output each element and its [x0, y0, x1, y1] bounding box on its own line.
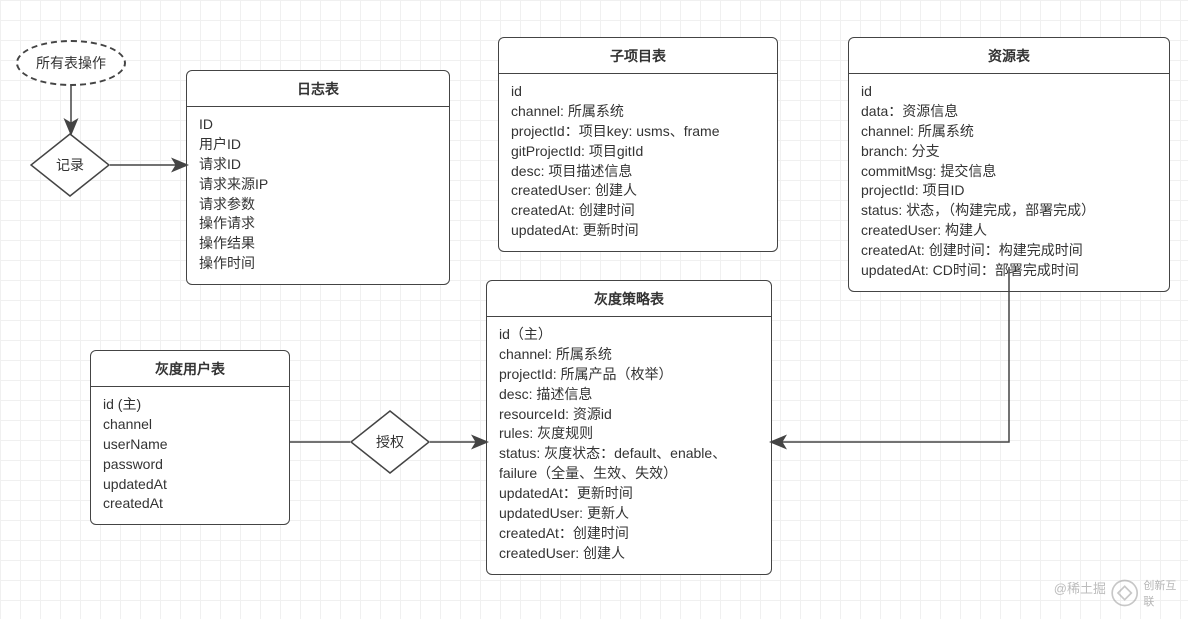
entity-title: 资源表	[849, 38, 1169, 74]
field: createdAt	[103, 494, 277, 514]
field: channel	[103, 415, 277, 435]
field: commitMsg: 提交信息	[861, 162, 1157, 182]
field: updatedAt: 更新时间	[511, 221, 765, 241]
field: createdUser: 创建人	[511, 181, 765, 201]
field: updatedAt: CD时间：部署完成时间	[861, 261, 1157, 281]
field: createdAt: 创建时间	[511, 201, 765, 221]
edge-resource-graypolicy	[772, 267, 1009, 442]
entity-gray-user-table: 灰度用户表 id (主) channel userName password u…	[90, 350, 290, 525]
field: status: 状态，（构建完成，部署完成）	[861, 201, 1157, 221]
field: id	[861, 82, 1157, 102]
entity-title: 日志表	[187, 71, 449, 107]
field: id（主）	[499, 325, 759, 345]
field: channel: 所属系统	[861, 122, 1157, 142]
field: status: 灰度状态：default、enable、	[499, 444, 759, 464]
node-label: 所有表操作	[36, 53, 106, 73]
entity-fields: id（主） channel: 所属系统 projectId: 所属产品（枚举） …	[487, 317, 771, 574]
field: 请求来源IP	[199, 175, 437, 195]
entity-fields: id channel: 所属系统 projectId：项目key: usms、f…	[499, 74, 777, 251]
watermark-logo-icon: 创新互联	[1108, 573, 1182, 613]
entity-sub-project-table: 子项目表 id channel: 所属系统 projectId：项目key: u…	[498, 37, 778, 252]
field: createdUser: 创建人	[499, 544, 759, 564]
field: 操作结果	[199, 234, 437, 254]
field: desc: 项目描述信息	[511, 162, 765, 182]
entity-log-table: 日志表 ID 用户ID 请求ID 请求来源IP 请求参数 操作请求 操作结果 操…	[186, 70, 450, 285]
field: projectId：项目key: usms、frame	[511, 122, 765, 142]
node-label: 记录	[56, 155, 84, 175]
node-all-tables-op: 所有表操作	[16, 40, 126, 86]
entity-fields: id data：资源信息 channel: 所属系统 branch: 分支 co…	[849, 74, 1169, 291]
entity-title: 子项目表	[499, 38, 777, 74]
entity-fields: ID 用户ID 请求ID 请求来源IP 请求参数 操作请求 操作结果 操作时间	[187, 107, 449, 284]
field: ID	[199, 115, 437, 135]
field: id (主)	[103, 395, 277, 415]
field: resourceId: 资源id	[499, 405, 759, 425]
field: projectId: 项目ID	[861, 181, 1157, 201]
field: channel: 所属系统	[511, 102, 765, 122]
field: createdAt：创建时间	[499, 524, 759, 544]
field: updatedAt	[103, 475, 277, 495]
watermark-text: @稀土掘	[1054, 578, 1106, 597]
field: password	[103, 455, 277, 475]
field: desc: 描述信息	[499, 385, 759, 405]
node-record-diamond: 记录	[30, 133, 110, 197]
field: channel: 所属系统	[499, 345, 759, 365]
entity-resource-table: 资源表 id data：资源信息 channel: 所属系统 branch: 分…	[848, 37, 1170, 292]
field: createdUser: 构建人	[861, 221, 1157, 241]
field: 操作请求	[199, 214, 437, 234]
field: 用户ID	[199, 135, 437, 155]
field: gitProjectId: 项目gitId	[511, 142, 765, 162]
field: failure（全量、生效、失效）	[499, 464, 759, 484]
field: 请求参数	[199, 195, 437, 215]
field: branch: 分支	[861, 142, 1157, 162]
entity-title: 灰度用户表	[91, 351, 289, 387]
field: data：资源信息	[861, 102, 1157, 122]
entity-fields: id (主) channel userName password updated…	[91, 387, 289, 524]
field: projectId: 所属产品（枚举）	[499, 365, 759, 385]
node-auth-diamond: 授权	[350, 410, 430, 474]
field: 操作时间	[199, 254, 437, 274]
field: id	[511, 82, 765, 102]
watermark-logo-text: 创新互联	[1143, 577, 1182, 609]
field: userName	[103, 435, 277, 455]
field: 请求ID	[199, 155, 437, 175]
field: rules: 灰度规则	[499, 424, 759, 444]
entity-title: 灰度策略表	[487, 281, 771, 317]
entity-gray-policy-table: 灰度策略表 id（主） channel: 所属系统 projectId: 所属产…	[486, 280, 772, 575]
field: createdAt: 创建时间：构建完成时间	[861, 241, 1157, 261]
node-label: 授权	[376, 432, 404, 452]
field: updatedUser: 更新人	[499, 504, 759, 524]
field: updatedAt：更新时间	[499, 484, 759, 504]
